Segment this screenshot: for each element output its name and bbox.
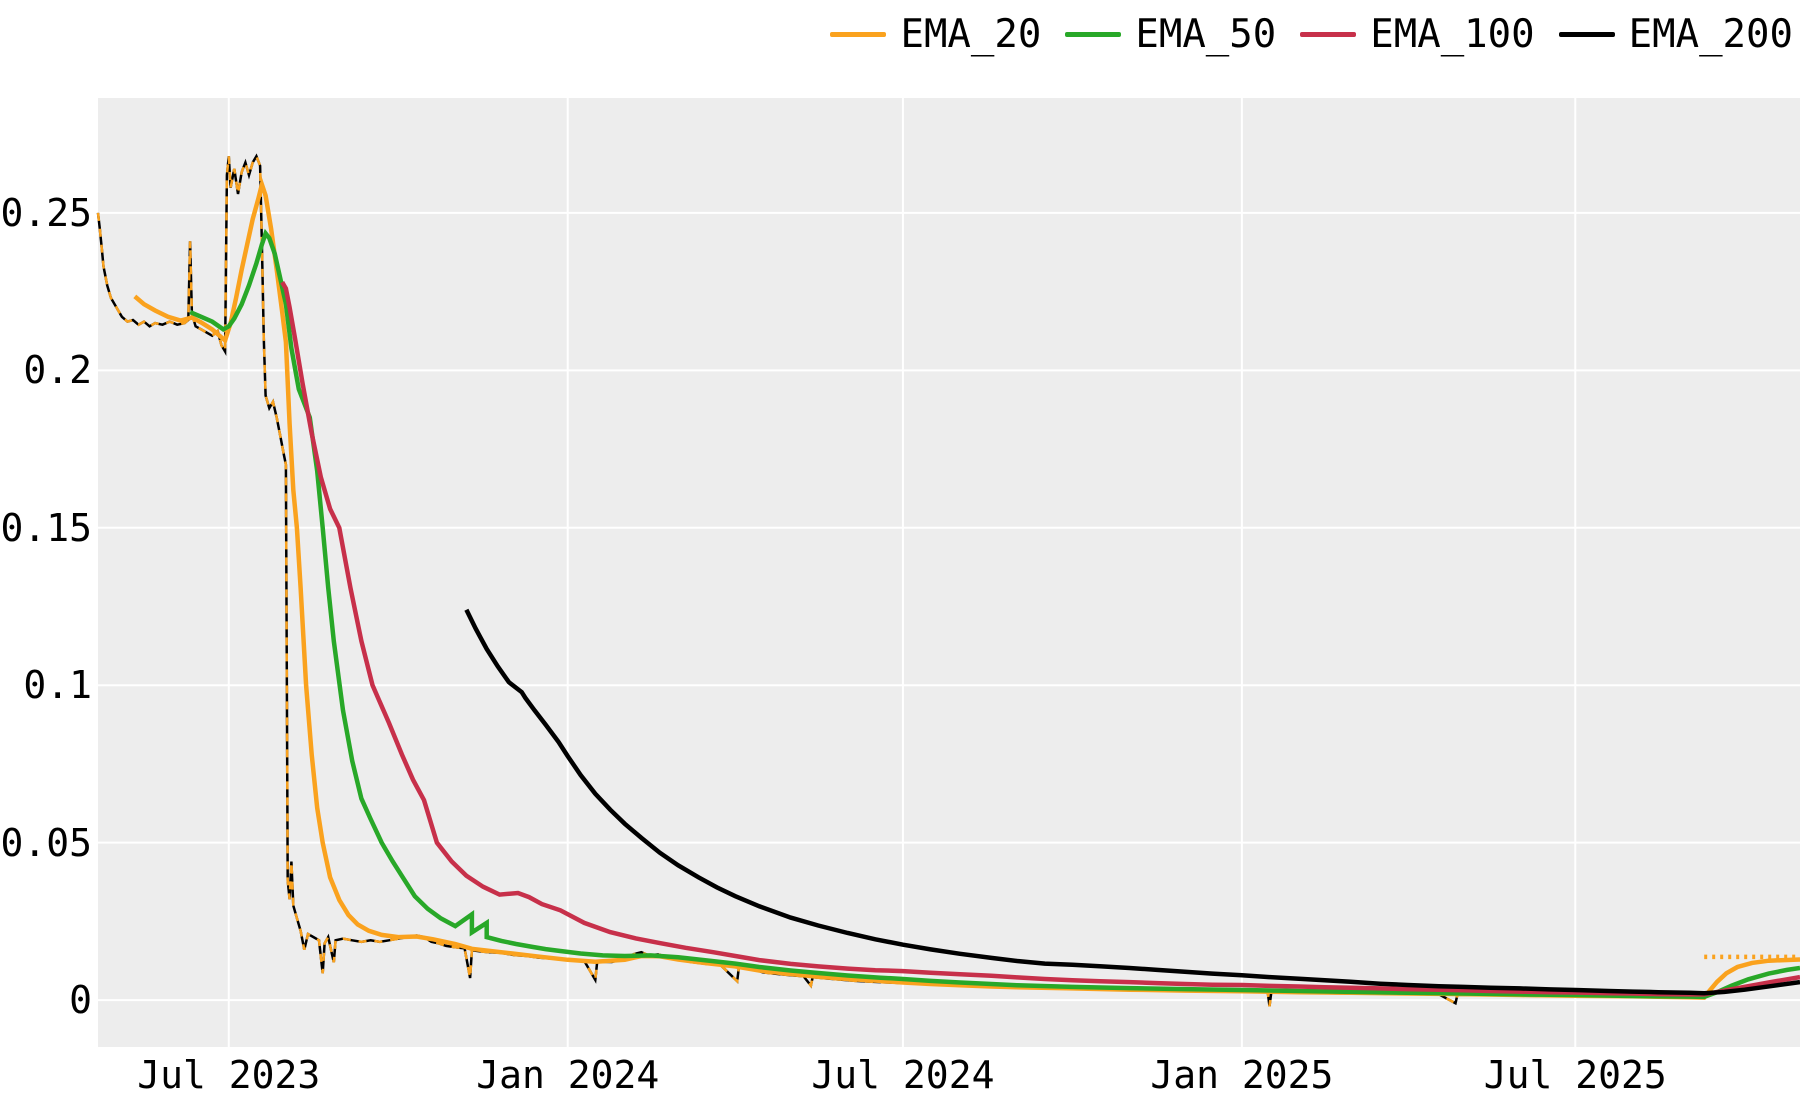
legend-item-ema-50: EMA_50	[1065, 12, 1276, 57]
legend-item-ema-20: EMA_20	[830, 12, 1041, 57]
x-tick-label-jul-2023: Jul 2023	[137, 1053, 321, 1097]
legend-item-ema-200: EMA_200	[1558, 11, 1793, 57]
legend-item-ema-100: EMA_100	[1300, 11, 1535, 57]
plot-background	[98, 98, 1800, 1047]
legend-line-swatch	[1558, 31, 1615, 37]
y-tick-label-0.1: 0.1	[23, 663, 92, 708]
y-tick-label-0.15: 0.15	[0, 505, 92, 550]
y-tick-label-0.2: 0.2	[23, 348, 92, 393]
legend-label: EMA_50	[1135, 11, 1277, 57]
legend-line-swatch	[1065, 31, 1122, 37]
x-tick-label-jan-2025: Jan 2025	[1150, 1053, 1334, 1097]
y-tick-label-0.25: 0.25	[0, 190, 92, 235]
legend-label: EMA_20	[900, 11, 1042, 57]
legend-label: EMA_200	[1628, 11, 1793, 57]
legend: EMA_20 EMA_50 EMA_100 EMA_200	[0, 6, 1793, 62]
legend-label: EMA_100	[1370, 11, 1535, 57]
x-tick-label-jul-2024: Jul 2024	[811, 1053, 995, 1097]
x-tick-label-jul-2025: Jul 2025	[1483, 1053, 1667, 1097]
legend-line-swatch	[830, 31, 887, 37]
series-ema-100-line	[280, 281, 1800, 997]
x-tick-label-jan-2024: Jan 2024	[476, 1053, 660, 1097]
legend-line-swatch	[1300, 31, 1357, 37]
y-tick-label-0.05: 0.05	[0, 820, 92, 865]
y-tick-label-0: 0	[69, 978, 92, 1023]
series-ema-200-line	[464, 608, 1800, 996]
series-ema-50-line	[189, 228, 1800, 1000]
